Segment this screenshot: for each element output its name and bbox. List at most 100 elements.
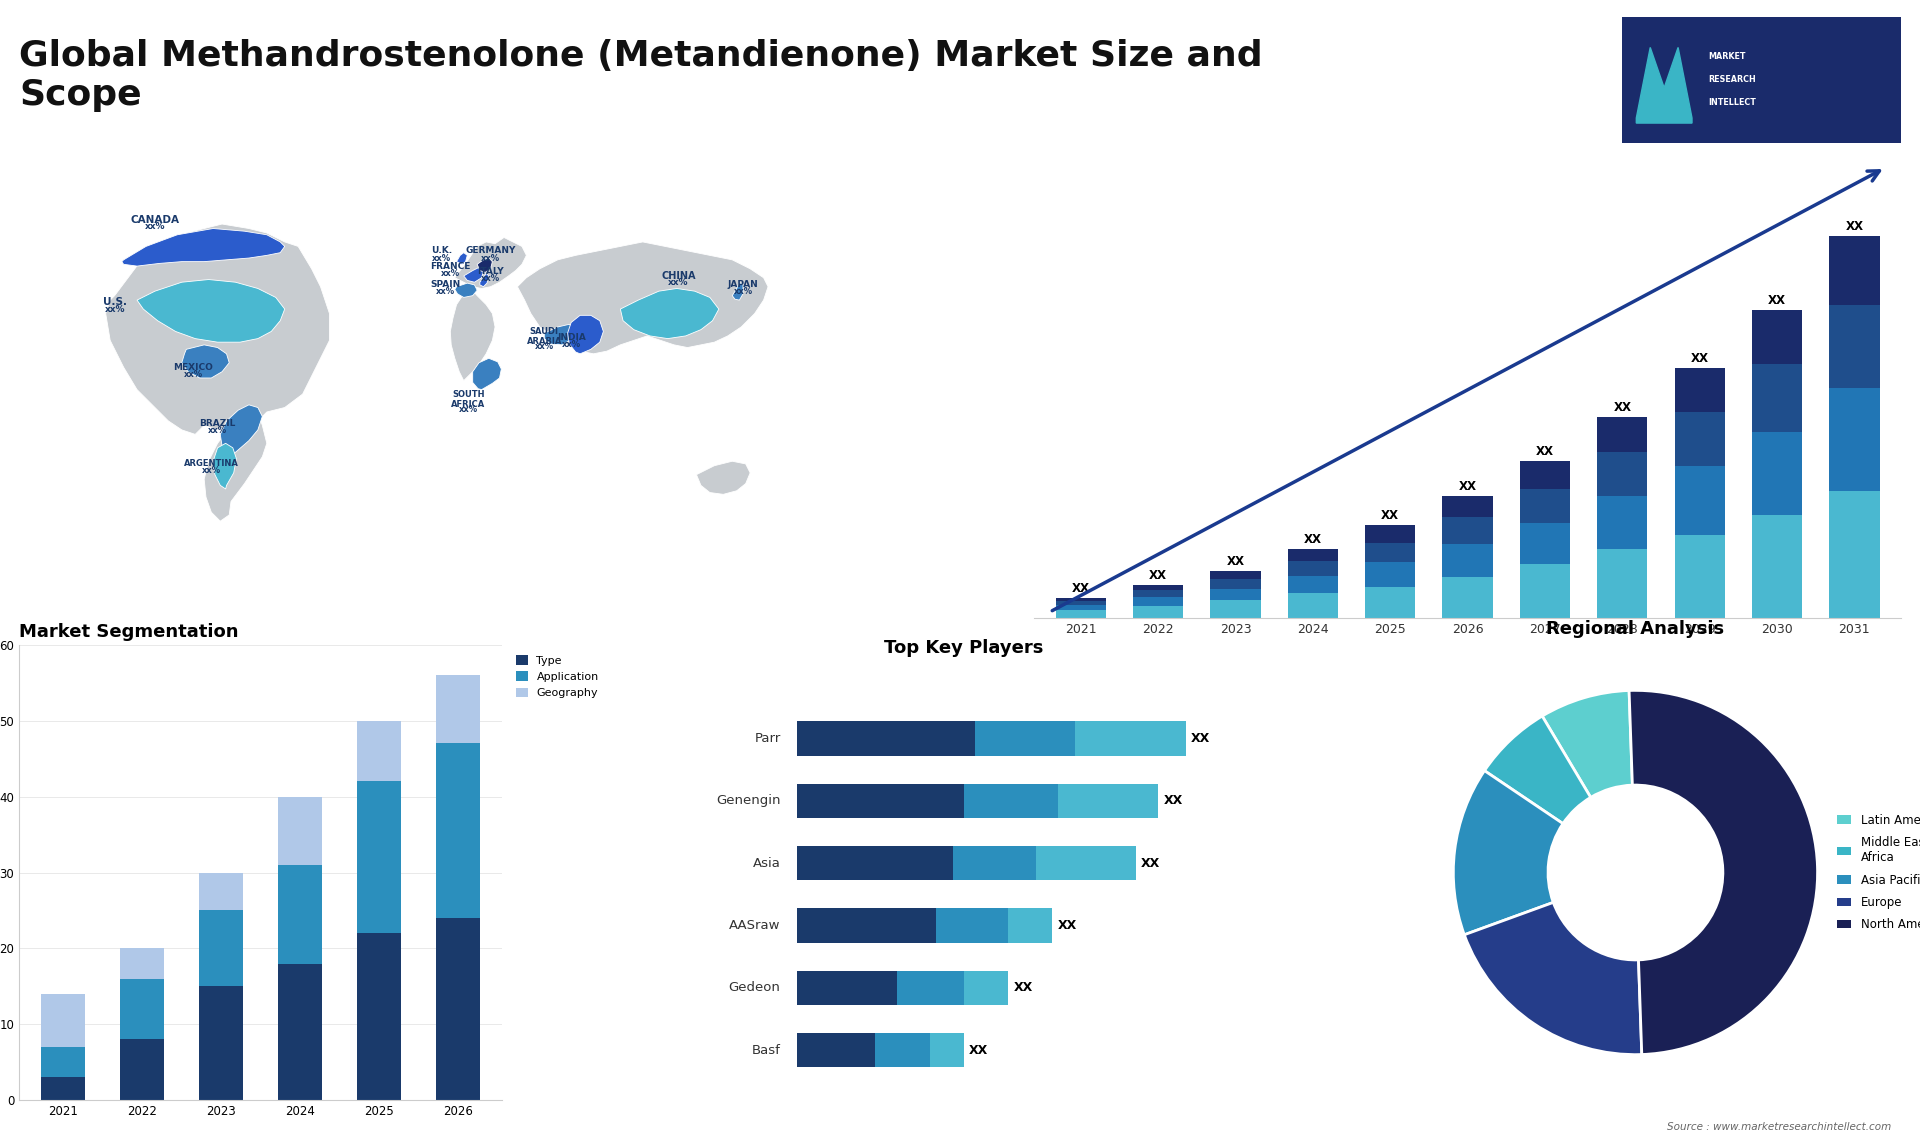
Bar [797,909,935,943]
Text: ARGENTINA: ARGENTINA [184,458,238,468]
Bar [1210,601,1261,618]
Legend: Type, Application, Geography: Type, Application, Geography [513,651,603,702]
Bar [1288,549,1338,562]
Bar [200,872,242,910]
Polygon shape [451,289,495,380]
Text: xx%: xx% [482,274,499,283]
Bar [797,784,964,818]
Bar [1056,610,1106,618]
Text: XX: XX [1613,401,1632,415]
Bar [1597,549,1647,618]
Text: Genengin: Genengin [716,794,781,807]
Text: XX: XX [1845,220,1864,234]
Bar [1597,495,1647,549]
Text: Top Key Players: Top Key Players [883,639,1043,658]
Wedge shape [1542,691,1632,798]
Text: CANADA: CANADA [131,215,179,225]
Text: XX: XX [1140,857,1160,870]
Bar [1133,590,1183,597]
Bar [952,846,1035,880]
Bar [1056,602,1106,605]
Bar [1751,432,1803,516]
Text: Gedeon: Gedeon [730,981,781,995]
Polygon shape [516,242,768,354]
Polygon shape [732,282,743,300]
Bar [1442,544,1492,576]
Polygon shape [182,345,228,378]
Bar [1133,606,1183,618]
Bar [1674,466,1724,535]
Text: MEXICO: MEXICO [173,363,213,371]
Text: XX: XX [970,1044,989,1057]
Bar [1521,462,1571,488]
Text: XX: XX [1692,353,1709,366]
Text: xx%: xx% [561,340,580,350]
Bar [975,721,1075,755]
Polygon shape [106,223,330,434]
Bar [1075,721,1185,755]
Title: Regional Analysis: Regional Analysis [1546,620,1724,637]
Text: MARKET: MARKET [1709,53,1745,62]
Bar [1056,605,1106,610]
Wedge shape [1628,690,1818,1054]
Bar [121,979,163,1039]
Polygon shape [543,324,576,345]
Bar [935,909,1008,943]
Bar [1210,589,1261,601]
Wedge shape [1484,716,1590,824]
Text: xx%: xx% [536,343,553,351]
Wedge shape [1465,902,1642,1054]
Polygon shape [221,405,263,454]
Bar [1597,417,1647,452]
Bar [1830,305,1880,388]
Bar [357,721,401,782]
Polygon shape [455,283,478,298]
Text: XX: XX [1380,509,1400,521]
Bar [436,675,480,744]
Text: xx%: xx% [482,253,499,262]
Text: xx%: xx% [184,370,204,379]
Polygon shape [620,289,718,338]
Text: FRANCE: FRANCE [430,261,470,270]
Polygon shape [457,252,467,265]
Bar [1288,562,1338,575]
Text: U.K.: U.K. [430,246,451,256]
Polygon shape [478,258,492,273]
Text: xx%: xx% [436,286,455,296]
Bar [1597,452,1647,495]
Text: ITALY: ITALY [478,267,503,276]
Text: xx%: xx% [202,465,221,474]
Bar [1442,495,1492,517]
Polygon shape [1636,47,1692,123]
Bar [797,846,952,880]
Bar [1056,598,1106,602]
Bar [1365,525,1415,542]
Bar [121,949,163,979]
Bar [357,933,401,1100]
Bar [1521,523,1571,564]
Text: XX: XX [1227,555,1244,568]
Text: Global Methandrostenolone (Metandienone) Market Size and
Scope: Global Methandrostenolone (Metandienone)… [19,39,1263,112]
Bar [897,971,964,1005]
Bar [1830,388,1880,490]
Bar [1210,571,1261,579]
Bar [1288,575,1338,594]
Bar [1674,535,1724,618]
Text: xx%: xx% [104,305,125,314]
Text: Source : www.marketresearchintellect.com: Source : www.marketresearchintellect.com [1667,1122,1891,1132]
Bar [436,744,480,918]
Text: xx%: xx% [733,286,753,296]
Polygon shape [455,237,526,289]
Text: XX: XX [1536,446,1553,458]
Text: XX: XX [1190,732,1210,745]
Bar [1442,517,1492,544]
Bar [278,964,323,1100]
Text: xx%: xx% [144,222,165,231]
Text: XX: XX [1304,533,1321,547]
Bar [1521,564,1571,618]
Bar [1058,784,1158,818]
Bar [931,1033,964,1067]
Text: BRAZIL: BRAZIL [200,419,236,429]
Text: xx%: xx% [207,426,227,435]
Text: Market Segmentation: Market Segmentation [19,622,238,641]
